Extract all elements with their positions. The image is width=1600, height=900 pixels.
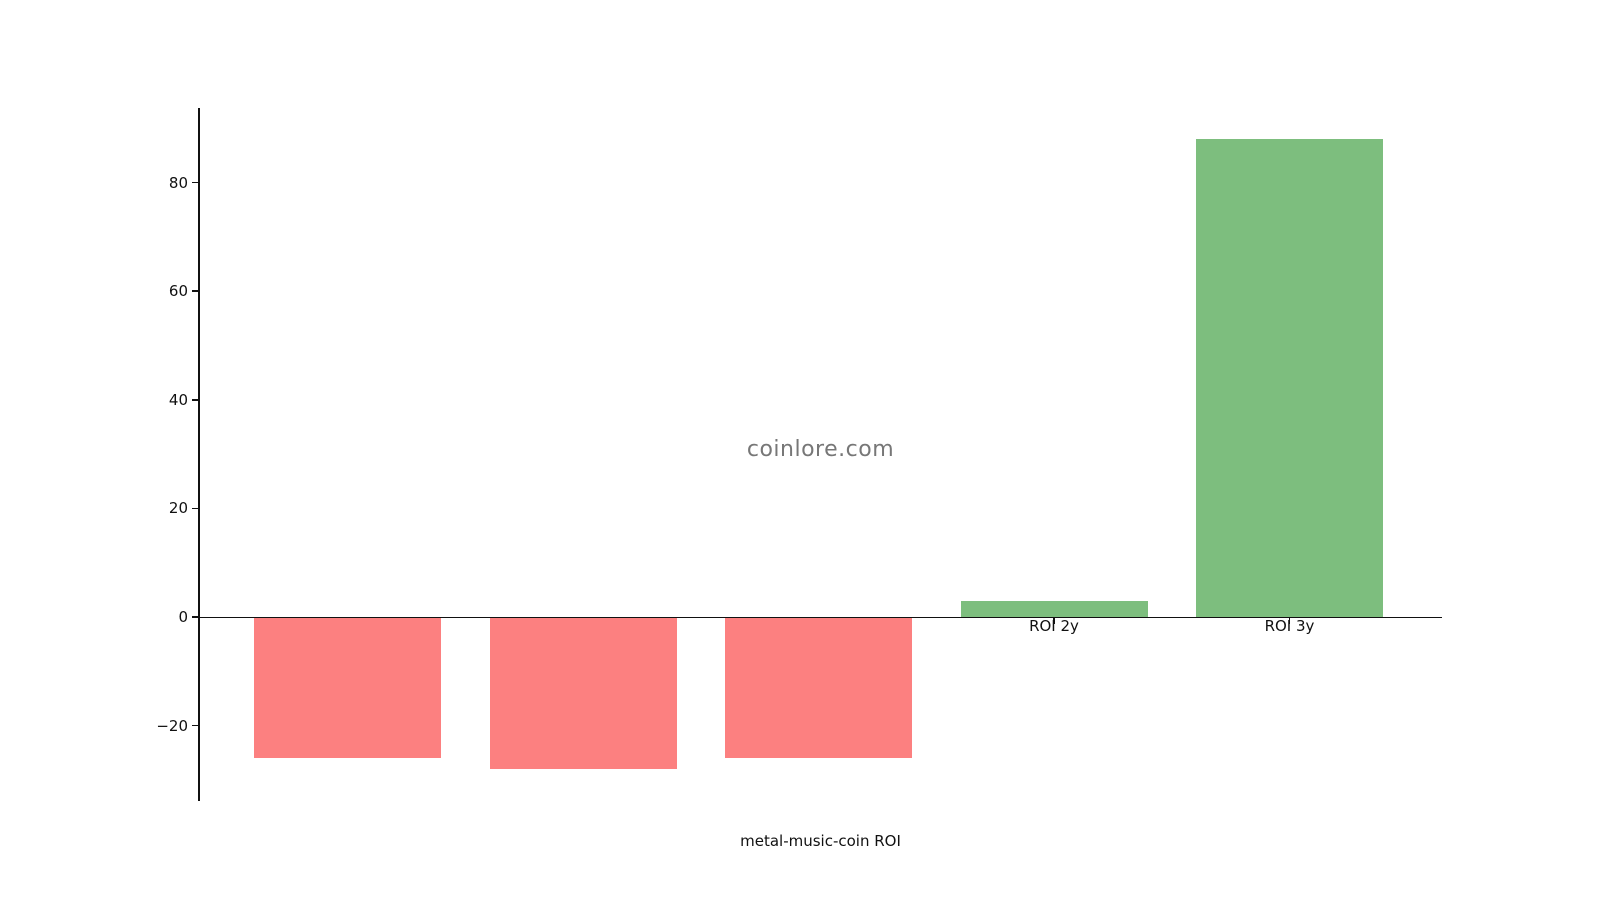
y-tick <box>192 724 198 727</box>
bar <box>1196 139 1383 617</box>
x-tick <box>1053 617 1055 624</box>
x-tick <box>1288 617 1291 624</box>
y-tick-label: 80 <box>168 173 188 192</box>
y-tick-label: 60 <box>168 282 188 301</box>
x-tick-label: ROI 2y <box>1029 617 1079 635</box>
y-tick-label: −20 <box>156 716 188 735</box>
bar <box>254 617 441 759</box>
bar <box>489 617 677 770</box>
y-tick <box>192 616 198 618</box>
bar <box>725 617 912 759</box>
y-tick-label: 40 <box>168 390 188 409</box>
y-tick-label: 0 <box>178 608 188 626</box>
watermark: coinlore.com <box>746 437 895 462</box>
y-axis-spine <box>198 108 200 801</box>
y-tick <box>192 507 198 510</box>
x-axis-spine <box>198 616 1442 619</box>
x-axis-label: metal-music-coin ROI <box>740 832 901 850</box>
y-tick <box>192 399 198 401</box>
bar <box>960 600 1148 617</box>
y-tick <box>192 181 198 184</box>
x-tick-label: ROI 3y <box>1264 617 1315 635</box>
y-tick <box>192 290 198 292</box>
y-tick-label: 20 <box>168 499 188 518</box>
